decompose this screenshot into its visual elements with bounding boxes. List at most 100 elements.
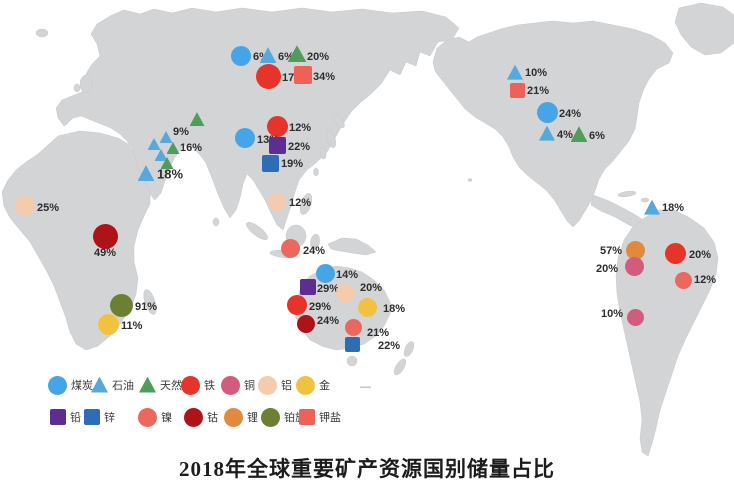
map-marker-aluminum [268, 193, 286, 211]
legend-item-copper: 铜 [221, 375, 255, 395]
cobalt-symbol-icon [184, 407, 203, 427]
island-madagascar [143, 289, 157, 315]
map-marker-copper [626, 308, 644, 326]
lead-symbol-icon [50, 409, 66, 425]
legend-item-potash: 钾盐 [299, 409, 341, 425]
legend-label: 锌 [104, 412, 115, 424]
legend-item-aluminum: 铝 [258, 375, 292, 395]
map-marker-potash [509, 82, 525, 98]
lithium-symbol-icon [224, 407, 243, 427]
map-marker-coal [536, 101, 558, 123]
island-greenland [674, 2, 734, 56]
island-japan-3 [319, 146, 327, 160]
marker-value-label: 20% [596, 263, 619, 275]
map-marker-lead [300, 279, 316, 295]
island-cuba [617, 190, 637, 198]
island-sri-lanka [212, 217, 220, 227]
map-marker-copper [624, 256, 644, 276]
legend-item-coal: 煤炭 [48, 375, 93, 395]
marker-value-label: 4% [557, 129, 573, 141]
map-marker-iron [255, 63, 281, 89]
marker-value-label: 57% [600, 245, 623, 257]
island-new-zealand-north [403, 341, 415, 357]
map-marker-aluminum [335, 283, 355, 303]
legend-label: 铜 [244, 380, 255, 392]
island-tasmania [346, 355, 358, 367]
marker-value-label: 22% [288, 141, 311, 153]
nickel-symbol-icon [138, 407, 157, 427]
marker-value-label: 9% [173, 126, 189, 138]
island-sumatra [246, 221, 268, 241]
marker-value-label: 10% [525, 67, 548, 79]
island-hispaniola [640, 197, 650, 203]
map-marker-gold [357, 297, 377, 317]
marker-value-label: 25% [37, 202, 60, 214]
legend-item-zinc: 锌 [84, 409, 115, 425]
iron-symbol-icon [181, 375, 200, 395]
legend-label: 石油 [112, 379, 134, 392]
marker-value-label: 12% [289, 122, 312, 134]
island-new-guinea [327, 237, 377, 256]
map-marker-gold [97, 313, 119, 335]
marker-value-label: 49% [94, 247, 117, 259]
legend-item-lead: 铅 [50, 409, 81, 425]
map-marker-cobalt [92, 223, 118, 249]
chart-title: 2018年全球重要矿产资源国别储量占比 [179, 457, 555, 481]
legend-label: 镍 [161, 412, 172, 424]
marker-value-label: 29% [309, 301, 332, 313]
map-marker-zinc [261, 154, 279, 172]
map-marker-coal [235, 128, 255, 148]
legend-item-gold: 金 [296, 375, 330, 395]
copper-symbol-icon [221, 375, 240, 395]
zinc-symbol-icon [84, 409, 100, 425]
marker-value-label: 29% [317, 283, 340, 295]
marker-value-label: 20% [689, 249, 712, 261]
marker-value-label: 16% [180, 142, 203, 154]
legend-item-iron: 铁 [181, 375, 215, 395]
marker-value-label: 12% [694, 274, 717, 286]
island-japan-2 [326, 130, 336, 148]
marker-value-label: 12% [289, 197, 312, 209]
legend-item-nickel: 镍 [138, 407, 172, 427]
potash-symbol-icon [299, 409, 315, 425]
coal-symbol-icon [48, 375, 67, 395]
marker-value-label: 19% [281, 158, 304, 170]
map-marker-lead [268, 136, 286, 154]
map-marker-iron [287, 295, 307, 315]
legend-label: 钴 [207, 412, 218, 424]
map-marker-lithium [625, 240, 645, 260]
marker-value-label: 22% [378, 340, 401, 352]
legend-item-oil: 石油 [91, 376, 134, 393]
island-uk [79, 74, 93, 94]
marker-value-label: 24% [303, 245, 326, 257]
marker-value-label: 18% [157, 166, 184, 182]
island-taiwan [313, 167, 319, 177]
continent-north-america [432, 20, 674, 228]
marker-value-label: 18% [383, 303, 406, 315]
legend-label: 铝 [281, 380, 292, 392]
legend-label: 金 [319, 380, 330, 392]
marker-value-label: 21% [367, 327, 390, 339]
island-new-zealand-south [393, 358, 407, 376]
legend-label: 锂 [247, 412, 258, 424]
map-marker-nickel [674, 271, 692, 289]
oil-symbol-icon [91, 376, 108, 393]
map-marker-potash [294, 66, 312, 84]
map-marker-aluminum [15, 196, 35, 216]
map-marker-cobalt [297, 315, 315, 333]
map-marker-iron [664, 242, 686, 264]
marker-value-label: 6% [589, 130, 605, 142]
legend-label: 煤炭 [71, 380, 93, 392]
map-marker-coal [231, 46, 251, 66]
island-sulawesi [310, 233, 320, 251]
map-marker-iron [266, 115, 288, 137]
marker-value-label: 34% [313, 71, 336, 83]
aluminum-symbol-icon [258, 375, 277, 395]
legend-label: 铅 [70, 412, 81, 424]
island-japan-1 [333, 113, 345, 129]
gold-symbol-icon [296, 375, 315, 395]
marker-value-label: 11% [121, 320, 143, 332]
gas-symbol-icon [139, 376, 156, 393]
